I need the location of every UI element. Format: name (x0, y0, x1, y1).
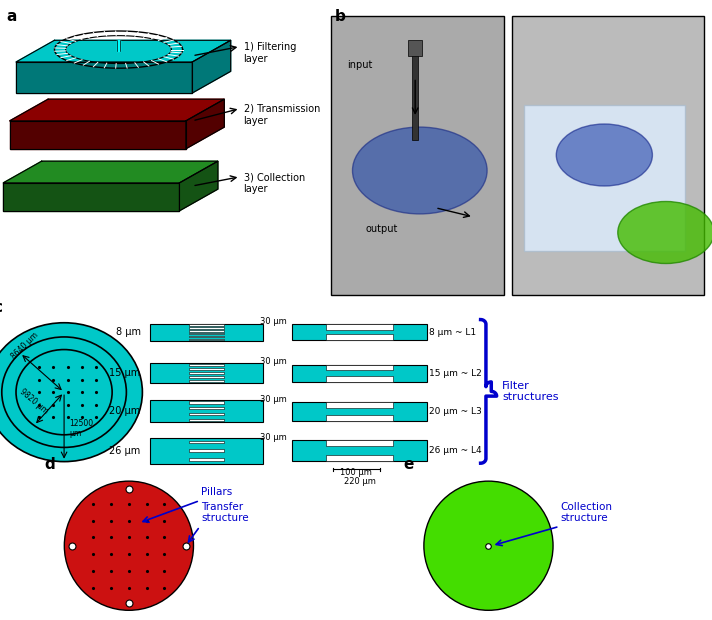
Circle shape (64, 481, 194, 610)
Text: 15 μm: 15 μm (110, 368, 141, 378)
Polygon shape (10, 121, 186, 149)
FancyBboxPatch shape (523, 105, 685, 251)
Text: 220 μm: 220 μm (344, 477, 375, 486)
Text: 20 μm ~ L3: 20 μm ~ L3 (429, 407, 482, 415)
Polygon shape (4, 183, 179, 211)
Text: Collection
structure: Collection structure (561, 502, 613, 523)
Text: 3) Collection
layer: 3) Collection layer (244, 172, 305, 193)
Bar (325, 365, 393, 370)
Bar (325, 455, 393, 461)
Ellipse shape (556, 124, 652, 186)
Bar (325, 415, 393, 420)
Bar (325, 324, 393, 330)
Polygon shape (16, 62, 192, 93)
Text: 30 μm: 30 μm (260, 394, 286, 404)
Text: e: e (404, 458, 414, 472)
FancyBboxPatch shape (292, 402, 427, 420)
Bar (325, 402, 393, 407)
Circle shape (424, 481, 553, 610)
Text: Pillars: Pillars (201, 487, 233, 497)
FancyBboxPatch shape (512, 16, 704, 294)
Text: 8 μm: 8 μm (115, 327, 141, 337)
Bar (189, 327, 224, 329)
Bar (189, 376, 224, 378)
Text: Transfer
structure: Transfer structure (201, 502, 249, 523)
Circle shape (0, 323, 142, 462)
FancyBboxPatch shape (150, 438, 263, 464)
Polygon shape (179, 161, 218, 211)
Text: 30 μm: 30 μm (260, 357, 286, 366)
Bar (189, 372, 224, 374)
Bar (189, 336, 224, 337)
Bar (189, 324, 224, 326)
Ellipse shape (618, 202, 712, 264)
Text: 12500
μm: 12500 μm (70, 419, 93, 438)
Text: b: b (335, 9, 346, 24)
Polygon shape (16, 40, 231, 62)
Polygon shape (4, 161, 218, 183)
FancyBboxPatch shape (331, 16, 504, 294)
Bar (325, 440, 393, 446)
Text: 30 μm: 30 μm (260, 317, 286, 326)
Text: 9820 μm: 9820 μm (18, 388, 50, 416)
Text: 2) Transmission
layer: 2) Transmission layer (244, 104, 320, 125)
FancyBboxPatch shape (292, 365, 427, 382)
Text: 15 μm ~ L2: 15 μm ~ L2 (429, 369, 482, 378)
FancyBboxPatch shape (150, 400, 263, 422)
Bar (189, 458, 224, 461)
Text: a: a (6, 9, 17, 24)
Polygon shape (10, 99, 224, 121)
Bar (412, 46, 418, 140)
Text: 20 μm: 20 μm (110, 406, 141, 416)
Bar (189, 450, 224, 452)
Text: 1) Filtering
layer: 1) Filtering layer (244, 42, 296, 63)
Text: output: output (366, 224, 398, 234)
Text: 26 μm ~ L4: 26 μm ~ L4 (429, 446, 481, 455)
Bar (408, 40, 422, 56)
Bar (189, 441, 224, 443)
Text: 8 μm ~ L1: 8 μm ~ L1 (429, 328, 476, 337)
Text: 26 μm: 26 μm (110, 446, 141, 456)
Bar (189, 381, 224, 383)
FancyBboxPatch shape (150, 363, 263, 384)
Bar (325, 376, 393, 382)
Text: c: c (0, 300, 2, 316)
Ellipse shape (352, 127, 487, 214)
Bar (189, 330, 224, 332)
Text: 8640 μm: 8640 μm (10, 330, 40, 361)
FancyBboxPatch shape (150, 324, 263, 341)
Text: Filter
structures: Filter structures (502, 381, 558, 402)
Text: input: input (347, 60, 372, 70)
Bar (189, 368, 224, 370)
Text: 100 μm: 100 μm (340, 467, 372, 477)
FancyBboxPatch shape (292, 440, 427, 461)
Bar (189, 418, 224, 421)
Bar (189, 333, 224, 334)
FancyBboxPatch shape (292, 324, 427, 340)
Polygon shape (192, 40, 231, 93)
Bar (189, 413, 224, 415)
Text: d: d (44, 458, 55, 472)
Bar (189, 402, 224, 404)
Bar (189, 364, 224, 366)
Text: 30 μm: 30 μm (260, 433, 286, 442)
Bar (189, 339, 224, 340)
Bar (189, 407, 224, 409)
Bar (325, 334, 393, 340)
Polygon shape (186, 99, 224, 149)
